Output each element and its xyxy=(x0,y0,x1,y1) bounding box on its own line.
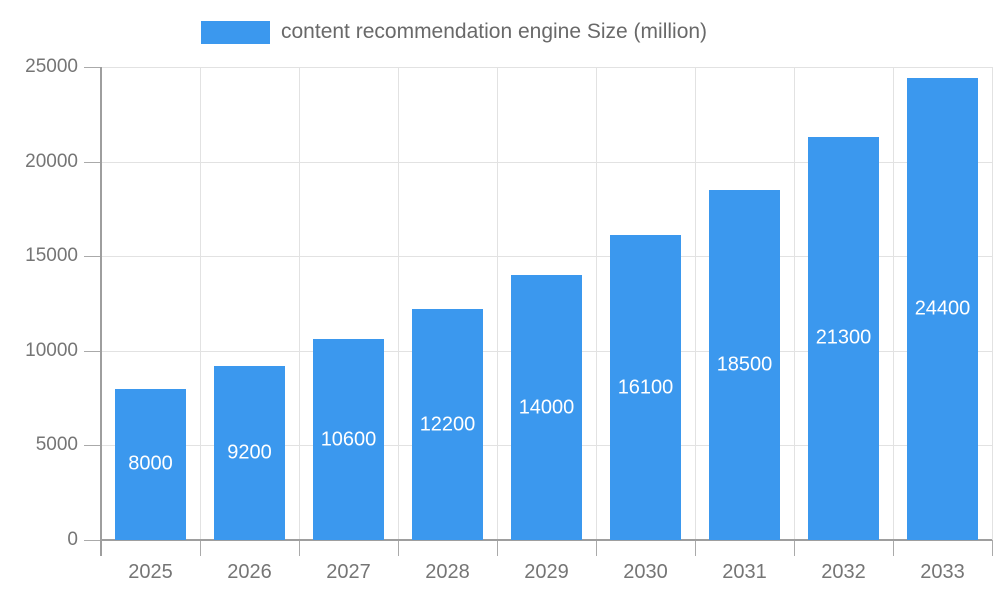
x-tick xyxy=(200,540,201,556)
y-tick xyxy=(84,67,101,68)
bar-value-label: 12200 xyxy=(419,413,476,436)
bar-value-label: 8000 xyxy=(128,452,173,475)
bar-value-label: 16100 xyxy=(617,376,674,399)
legend: content recommendation engine Size (mill… xyxy=(201,20,707,44)
bar: 18500 xyxy=(709,189,780,540)
x-tick xyxy=(398,540,399,556)
y-tick xyxy=(84,445,101,447)
x-axis-label: 2031 xyxy=(722,561,767,583)
bar-value-label: 18500 xyxy=(716,353,773,376)
x-axis-label: 2030 xyxy=(623,561,668,583)
y-axis-label: 0 xyxy=(67,529,78,550)
y-axis-label: 20000 xyxy=(25,150,78,172)
y-tick xyxy=(84,540,101,541)
x-axis-label: 2029 xyxy=(524,561,569,583)
bar: 8000 xyxy=(115,388,186,540)
x-tick xyxy=(794,540,795,556)
x-axis-line xyxy=(101,539,992,541)
v-gridline xyxy=(893,67,894,540)
v-gridline xyxy=(794,67,795,540)
y-axis-label: 25000 xyxy=(25,56,78,77)
x-axis-label: 2027 xyxy=(326,561,371,583)
x-tick xyxy=(497,540,498,556)
bar-value-label: 21300 xyxy=(815,326,872,349)
x-axis-label: 2033 xyxy=(920,561,965,583)
legend-label: content recommendation engine Size (mill… xyxy=(281,20,708,43)
bar: 10600 xyxy=(313,339,384,540)
bar: 9200 xyxy=(214,365,285,540)
v-gridline xyxy=(200,67,201,540)
v-gridline xyxy=(398,67,399,540)
y-axis-label: 15000 xyxy=(25,245,78,267)
y-axis-line xyxy=(100,67,102,556)
bar: 14000 xyxy=(511,275,582,540)
v-gridline xyxy=(497,67,498,540)
x-axis-label: 2032 xyxy=(821,561,866,583)
v-gridline xyxy=(299,67,300,540)
x-tick xyxy=(695,540,696,556)
y-tick xyxy=(84,350,101,352)
y-tick xyxy=(84,161,101,163)
x-axis-label: 2026 xyxy=(227,561,272,583)
legend-swatch xyxy=(201,20,270,44)
x-tick xyxy=(596,540,597,556)
x-tick xyxy=(893,540,894,556)
v-gridline xyxy=(992,67,993,540)
x-tick xyxy=(992,540,993,556)
x-axis-label: 2025 xyxy=(128,561,173,583)
h-gridline xyxy=(101,256,992,258)
bar-value-label: 24400 xyxy=(914,297,971,320)
h-gridline xyxy=(101,161,992,163)
bar: 12200 xyxy=(412,309,483,540)
x-axis-label: 2028 xyxy=(425,561,470,583)
bar-value-label: 9200 xyxy=(227,441,272,464)
bar-value-label: 10600 xyxy=(320,428,377,451)
x-tick xyxy=(299,540,300,556)
y-tick xyxy=(84,256,101,258)
y-axis-label: 5000 xyxy=(35,434,78,456)
bar-value-label: 14000 xyxy=(518,396,575,419)
bar: 21300 xyxy=(808,137,879,540)
v-gridline xyxy=(695,67,696,540)
y-axis-label: 10000 xyxy=(25,339,78,361)
h-gridline xyxy=(101,67,992,68)
bar: 24400 xyxy=(907,78,978,540)
bar: 16100 xyxy=(610,235,681,540)
v-gridline xyxy=(596,67,597,540)
